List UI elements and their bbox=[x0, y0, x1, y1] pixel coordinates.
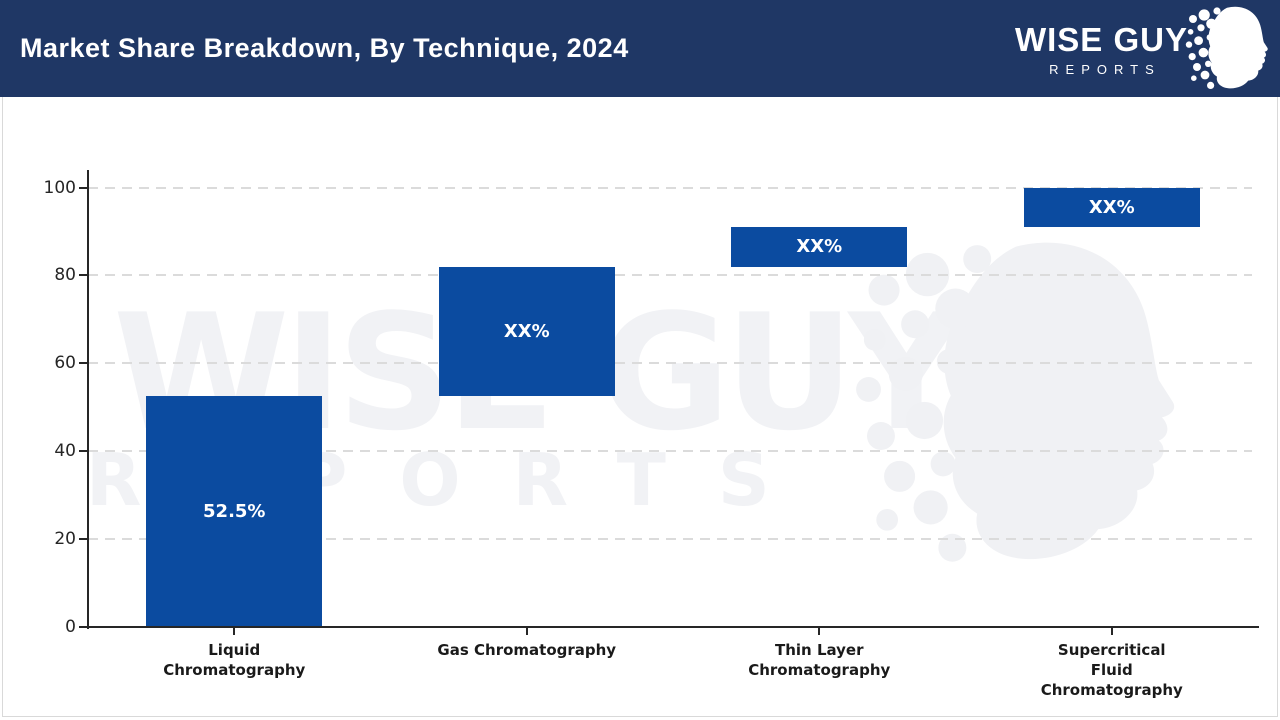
bar-value-label: XX% bbox=[1088, 196, 1135, 218]
y-tick-label-100: 100 bbox=[43, 177, 76, 198]
gridline-20 bbox=[88, 538, 1252, 541]
bar-value-label: XX% bbox=[503, 320, 550, 342]
x-axis-label-line: Chromatography bbox=[1040, 681, 1183, 699]
head-silhouette-icon bbox=[1185, 6, 1268, 89]
x-axis-label-line: Gas Chromatography bbox=[437, 641, 617, 659]
x-axis-label-supercritical-fluid-chromatography: Supercritical Fluid Chromatography bbox=[966, 640, 1259, 700]
y-axis-line bbox=[87, 170, 89, 629]
x-tick-mark-thin-layer-chromatography bbox=[818, 628, 821, 635]
gridline-100 bbox=[88, 186, 1252, 189]
y-tick-label-0: 0 bbox=[65, 617, 76, 637]
x-axis-label-line: Fluid bbox=[1090, 661, 1133, 679]
x-tick-mark-gas-chromatography bbox=[525, 628, 528, 635]
gridline-80 bbox=[88, 274, 1252, 277]
y-tick-mark-80 bbox=[79, 274, 87, 277]
y-tick-mark-40 bbox=[79, 450, 87, 453]
bar-liquid-chromatography: 52.5% bbox=[146, 396, 323, 627]
bar-gas-chromatography: XX% bbox=[438, 266, 615, 397]
x-axis-label-line: Chromatography bbox=[163, 661, 306, 679]
bar-supercritical-fluid-chromatography: XX% bbox=[1023, 188, 1200, 227]
y-tick-label-20: 20 bbox=[54, 529, 76, 550]
x-tick-mark-liquid-chromatography bbox=[233, 628, 236, 635]
x-axis-label-line: Thin Layer bbox=[774, 641, 864, 659]
bar-thin-layer-chromatography: XX% bbox=[731, 226, 908, 267]
x-axis-label-line: Chromatography bbox=[748, 661, 891, 679]
page-title: Market Share Breakdown, By Technique, 20… bbox=[20, 33, 629, 63]
logo-sub-text: REPORTS bbox=[1049, 61, 1161, 77]
plot-area: 0 20 40 60 80 100 52.5% Liquid Chromatography XX%… bbox=[44, 170, 1259, 699]
logo-brand-text: WISE GUY bbox=[1014, 20, 1188, 58]
x-axis-label-liquid-chromatography: Liquid Chromatography bbox=[88, 640, 381, 680]
y-tick-label-80: 80 bbox=[54, 265, 76, 286]
gridline-60 bbox=[88, 362, 1252, 365]
x-tick-mark-supercritical-fluid-chromatography bbox=[1110, 628, 1113, 635]
y-tick-label-60: 60 bbox=[54, 353, 76, 374]
x-axis-label-line: Supercritical bbox=[1057, 641, 1166, 659]
y-tick-mark-0 bbox=[79, 626, 87, 628]
x-axis-label-line: Liquid bbox=[208, 641, 261, 659]
brand-logo: WISE GUY REPORTS bbox=[1015, 2, 1272, 95]
x-axis-line bbox=[87, 626, 1259, 628]
y-tick-mark-100 bbox=[79, 186, 87, 189]
x-axis-label-gas-chromatography: Gas Chromatography bbox=[381, 640, 674, 660]
y-tick-mark-60 bbox=[79, 362, 87, 365]
gridline-40 bbox=[88, 450, 1252, 453]
bar-value-label: XX% bbox=[796, 236, 843, 258]
y-tick-label-40: 40 bbox=[54, 441, 76, 462]
logo-text: WISE GUY REPORTS bbox=[1015, 21, 1188, 77]
header: Market Share Breakdown, By Technique, 20… bbox=[0, 0, 1280, 97]
bar-value-label: 52.5% bbox=[203, 501, 266, 523]
y-tick-mark-20 bbox=[79, 538, 87, 541]
x-axis-label-thin-layer-chromatography: Thin Layer Chromatography bbox=[673, 640, 966, 680]
